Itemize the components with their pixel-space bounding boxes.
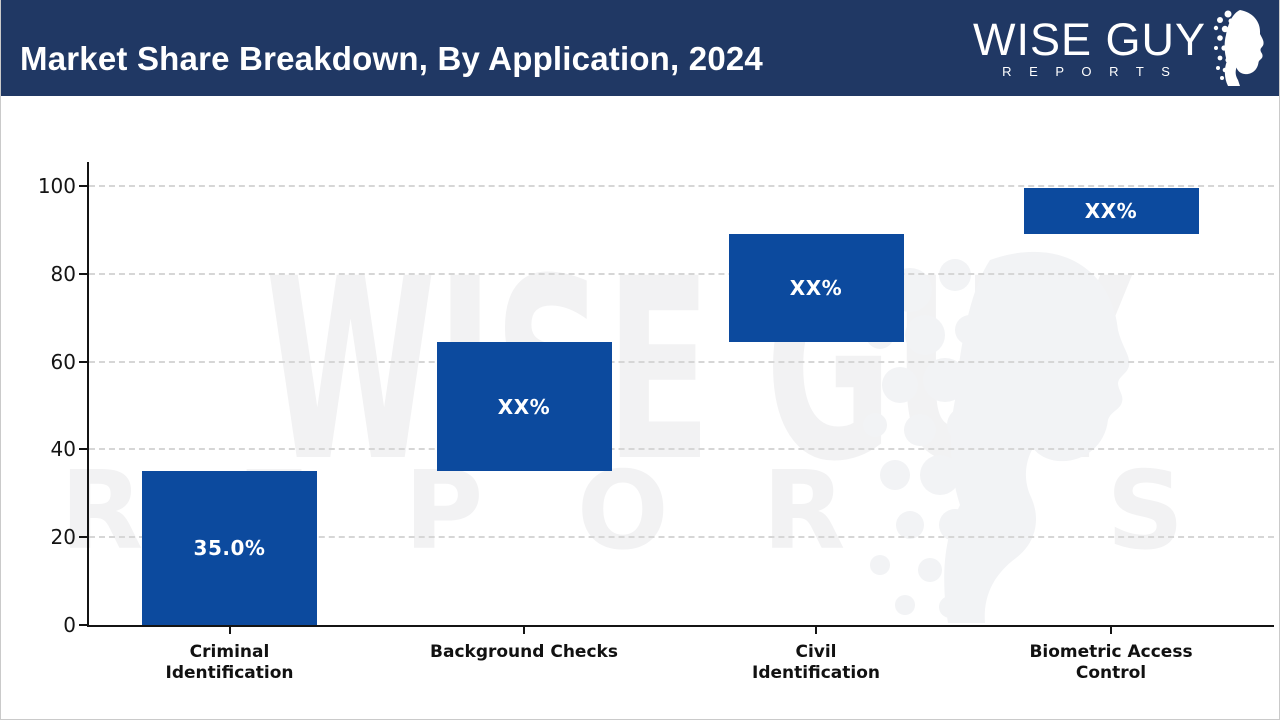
bar-biometric-access-control: XX% — [1023, 188, 1199, 235]
gridline-80 — [89, 272, 1274, 275]
y-tick-40 — [79, 448, 88, 451]
category-label-civil-identification: Civil Identification — [752, 642, 880, 683]
x-tick-criminal-identification — [228, 627, 231, 634]
y-tick-label-40: 40 — [50, 437, 76, 462]
logo-subtitle: R E P O R T S — [1002, 64, 1177, 79]
y-tick-label-20: 20 — [50, 525, 76, 550]
wise-guy-reports-logo: WISE GUY R E P O R T S — [973, 6, 1266, 90]
logo-text: WISE GUY R E P O R T S — [972, 14, 1206, 80]
logo-wordmark: WISE GUY — [972, 14, 1206, 65]
y-tick-label-100: 100 — [37, 174, 76, 198]
gridline-20 — [89, 536, 1274, 539]
x-tick-civil-identification — [815, 627, 817, 634]
category-label-criminal-identification: Criminal Identification — [165, 642, 294, 683]
y-tick-60 — [79, 360, 88, 363]
bar-value-label: 35.0% — [193, 536, 266, 561]
category-label-background-checks: Background Checks — [430, 642, 618, 662]
gridline-60 — [89, 360, 1274, 363]
y-tick-0 — [79, 624, 88, 626]
gridline-40 — [89, 448, 1274, 451]
x-tick-biometric-access-control — [1110, 627, 1112, 634]
gridline-100 — [89, 185, 1274, 187]
chart-area: WISE GUY R E P O R T S 0 20 40 60 80 100 35.0%… — [0, 96, 1280, 720]
x-axis-line — [87, 625, 1274, 627]
bar-background-checks: XX% — [436, 341, 612, 472]
bar-civil-identification: XX% — [728, 234, 904, 342]
y-axis-line — [87, 162, 89, 627]
x-tick-background-checks — [523, 627, 525, 634]
logo-head-profile-icon — [1213, 10, 1264, 86]
bar-value-label: XX% — [497, 394, 551, 419]
category-label-biometric-access-control: Biometric Access Control — [1029, 642, 1193, 683]
bar-criminal-identification: 35.0% — [142, 471, 317, 625]
y-tick-20 — [79, 536, 88, 539]
header-bar: Market Share Breakdown, By Application, … — [0, 0, 1280, 96]
y-tick-label-60: 60 — [50, 349, 76, 374]
bar-value-label: XX% — [789, 276, 843, 301]
y-tick-label-0: 0 — [63, 613, 76, 637]
y-tick-80 — [79, 272, 88, 275]
y-tick-label-80: 80 — [50, 261, 76, 286]
y-tick-100 — [79, 185, 88, 187]
page-title: Market Share Breakdown, By Application, … — [20, 40, 763, 77]
bar-value-label: XX% — [1084, 199, 1138, 224]
